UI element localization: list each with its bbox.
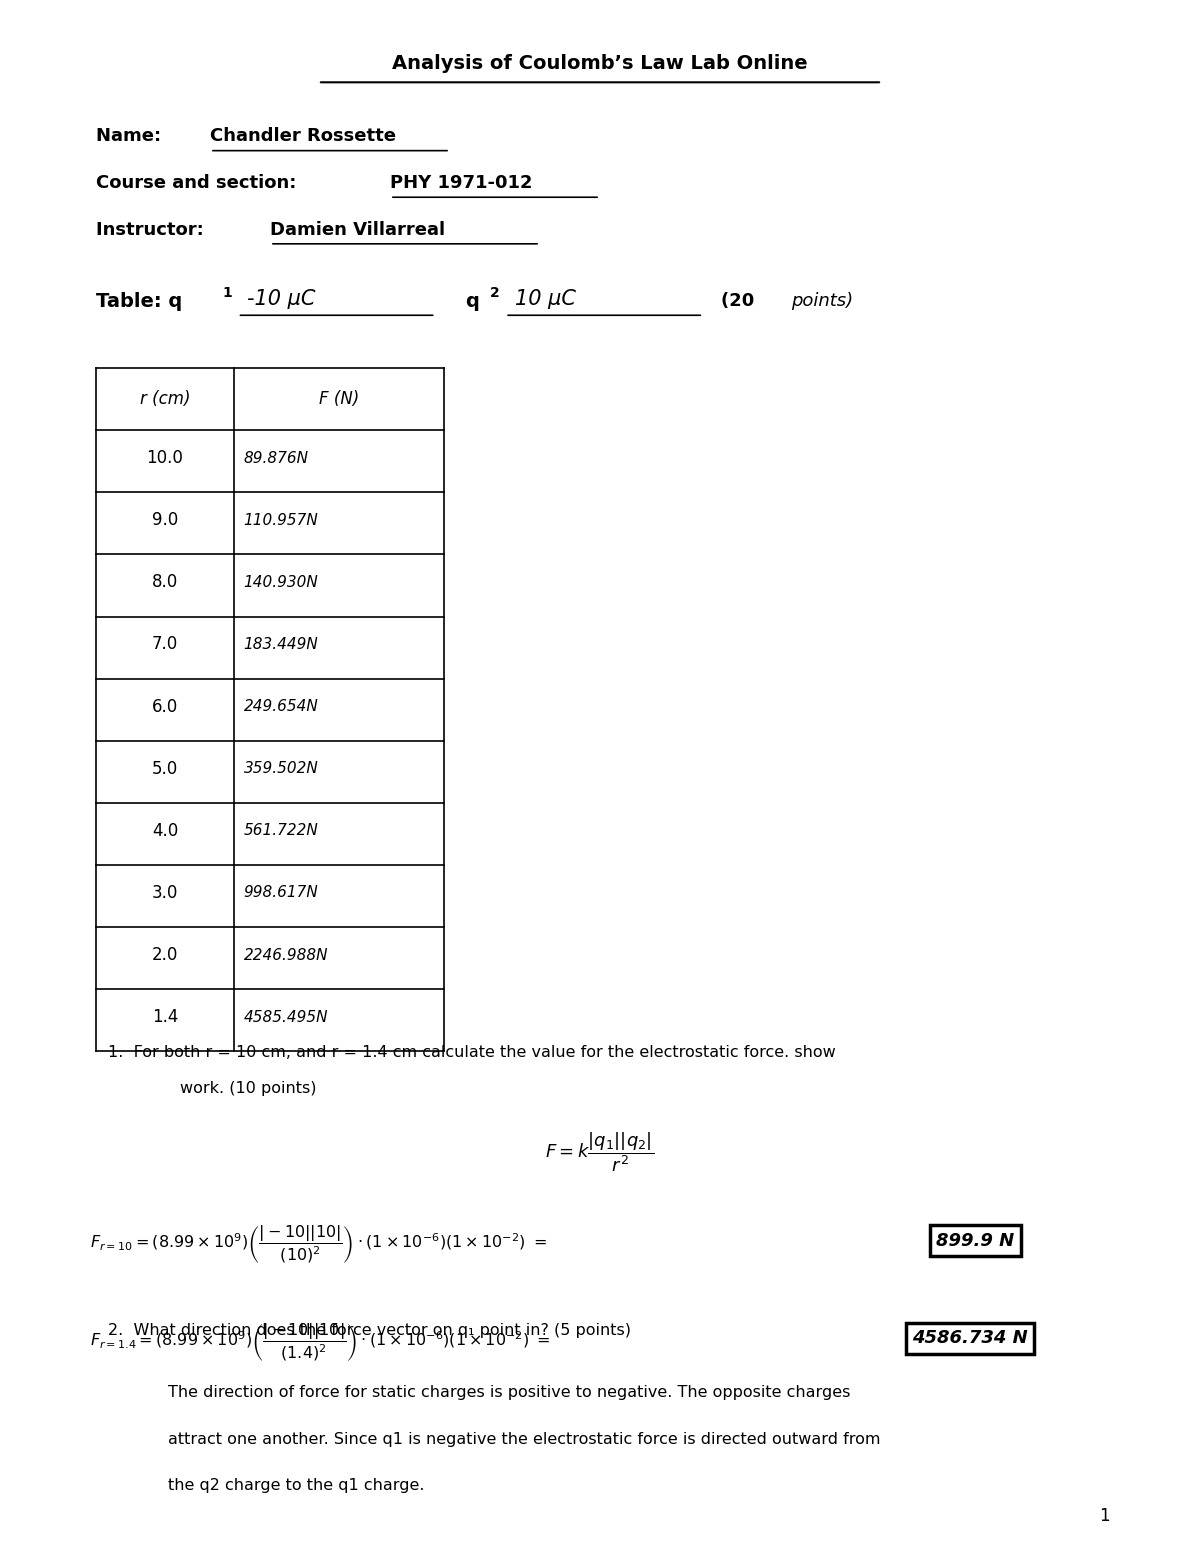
Text: 140.930N: 140.930N <box>244 575 318 590</box>
Text: 89.876N: 89.876N <box>244 450 308 466</box>
Text: Name:: Name: <box>96 127 167 146</box>
Text: 110.957N: 110.957N <box>244 512 318 528</box>
Text: 10.0: 10.0 <box>146 449 184 467</box>
Text: 561.722N: 561.722N <box>244 823 318 839</box>
Text: 1: 1 <box>222 286 232 300</box>
Text: 183.449N: 183.449N <box>244 637 318 652</box>
Text: 899.9 N: 899.9 N <box>936 1232 1014 1250</box>
Text: q: q <box>466 292 480 311</box>
Text: 9.0: 9.0 <box>152 511 178 530</box>
Text: 4586.734 N: 4586.734 N <box>912 1329 1027 1348</box>
Text: Table: q: Table: q <box>96 292 182 311</box>
Text: Analysis of Coulomb’s Law Lab Online: Analysis of Coulomb’s Law Lab Online <box>392 54 808 73</box>
Text: Instructor:: Instructor: <box>96 221 210 239</box>
Text: 2.0: 2.0 <box>152 946 178 964</box>
Text: The direction of force for static charges is positive to negative. The opposite : The direction of force for static charge… <box>168 1385 851 1401</box>
Text: 10 μC: 10 μC <box>515 289 576 309</box>
Text: the q2 charge to the q1 charge.: the q2 charge to the q1 charge. <box>168 1478 425 1494</box>
Text: 2246.988N: 2246.988N <box>244 947 328 963</box>
Text: 7.0: 7.0 <box>152 635 178 654</box>
Text: (20: (20 <box>721 292 761 311</box>
Text: F (N): F (N) <box>319 390 359 408</box>
Text: attract one another. Since q1 is negative the electrostatic force is directed ou: attract one another. Since q1 is negativ… <box>168 1432 881 1447</box>
Text: 249.654N: 249.654N <box>244 699 318 714</box>
Text: Damien Villarreal: Damien Villarreal <box>270 221 445 239</box>
Text: 3.0: 3.0 <box>152 884 178 902</box>
Text: 4585.495N: 4585.495N <box>244 1009 328 1025</box>
Text: points): points) <box>791 292 853 311</box>
Text: 998.617N: 998.617N <box>244 885 318 901</box>
Text: 2.  What direction does the force vector on q₁ point in? (5 points): 2. What direction does the force vector … <box>108 1323 631 1339</box>
Text: 5.0: 5.0 <box>152 759 178 778</box>
Text: 6.0: 6.0 <box>152 697 178 716</box>
Text: -10 μC: -10 μC <box>247 289 316 309</box>
Text: Chandler Rossette: Chandler Rossette <box>210 127 396 146</box>
Text: 359.502N: 359.502N <box>244 761 318 776</box>
Text: 1.4: 1.4 <box>152 1008 178 1027</box>
Text: $F_{r=10} = (8.99\times10^9)\left(\dfrac{|-10||10|}{(10)^2}\right)\cdot(1\times1: $F_{r=10} = (8.99\times10^9)\left(\dfrac… <box>90 1224 547 1266</box>
Text: work. (10 points): work. (10 points) <box>180 1081 317 1096</box>
Text: 2: 2 <box>490 286 499 300</box>
Text: $F_{r=1.4} = (8.99\times10^9)\left(\dfrac{|-10||10|}{(1.4)^2}\right)\cdot(1\time: $F_{r=1.4} = (8.99\times10^9)\left(\dfra… <box>90 1322 551 1364</box>
Text: 1.  For both r = 10 cm, and r = 1.4 cm calculate the value for the electrostatic: 1. For both r = 10 cm, and r = 1.4 cm ca… <box>108 1045 835 1061</box>
Text: 4.0: 4.0 <box>152 822 178 840</box>
Text: 8.0: 8.0 <box>152 573 178 592</box>
Text: $F = k\dfrac{|q_1||q_2|}{r^2}$: $F = k\dfrac{|q_1||q_2|}{r^2}$ <box>546 1131 654 1174</box>
Text: PHY 1971-012: PHY 1971-012 <box>390 174 533 193</box>
Text: Course and section:: Course and section: <box>96 174 302 193</box>
Text: r (cm): r (cm) <box>139 390 191 408</box>
Text: 1: 1 <box>1099 1506 1109 1525</box>
